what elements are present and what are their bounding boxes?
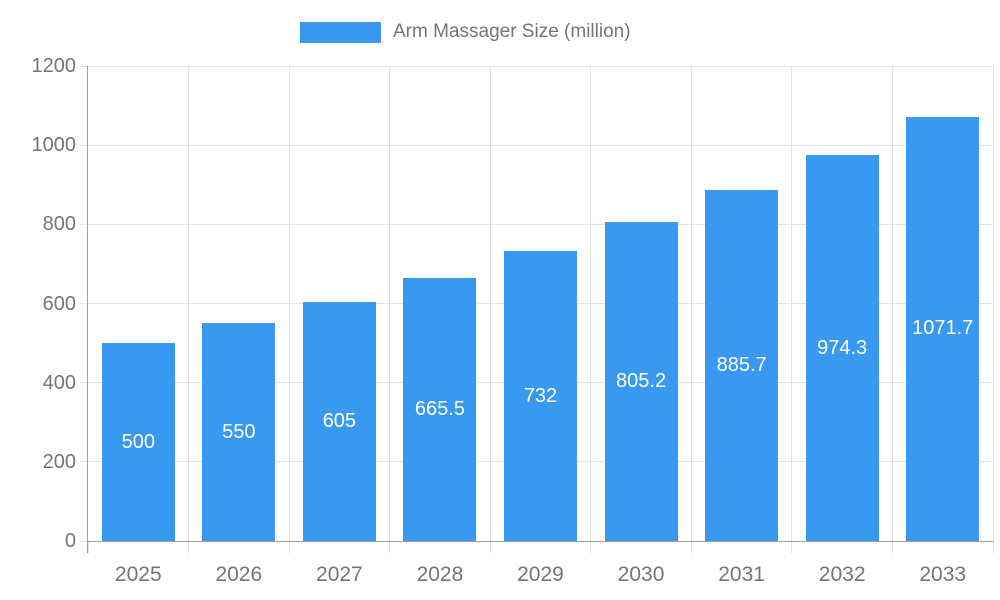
gridline-horizontal — [88, 65, 993, 67]
x-axis-tick-label: 2025 — [114, 563, 162, 586]
legend-label: Arm Massager Size (million) — [393, 21, 631, 42]
gridline-vertical — [992, 66, 994, 541]
bar[interactable]: 885.7 — [705, 190, 779, 541]
y-axis-tick-label: 400 — [42, 371, 76, 394]
x-axis-tick-label: 2026 — [215, 563, 263, 586]
bar[interactable]: 665.5 — [403, 277, 477, 541]
x-axis-tick-label: 2032 — [818, 563, 866, 586]
bar-value-label: 605 — [322, 409, 357, 432]
y-axis-tick-label: 200 — [42, 450, 76, 473]
x-axis-tick-label: 2031 — [718, 563, 765, 586]
bar-value-label: 974.3 — [817, 336, 868, 359]
y-axis-tick-label: 600 — [42, 292, 76, 315]
gridline-vertical — [389, 66, 391, 541]
x-axis-tick — [791, 541, 793, 553]
bar-value-label: 550 — [222, 420, 256, 443]
bar[interactable]: 500 — [101, 343, 175, 541]
y-axis-line — [87, 66, 88, 553]
gridline-vertical — [891, 66, 893, 541]
y-axis-tick-label: 1200 — [31, 55, 77, 77]
x-axis-tick — [992, 541, 994, 553]
x-axis-tick — [690, 541, 692, 553]
bar-value-label: 665.5 — [414, 397, 465, 420]
gridline-vertical — [288, 66, 290, 541]
x-axis-tick — [188, 541, 190, 553]
x-axis-tick — [891, 541, 893, 553]
y-axis-tick-label: 0 — [64, 530, 76, 552]
gridline-horizontal — [88, 223, 993, 225]
bar[interactable]: 605 — [302, 301, 376, 541]
y-axis-tick-label: 1000 — [31, 134, 77, 157]
x-axis-tick-label: 2028 — [416, 563, 464, 586]
y-axis-tick — [80, 540, 88, 542]
gridline-vertical — [489, 66, 491, 541]
gridline-vertical — [188, 66, 190, 541]
y-axis-tick — [80, 461, 88, 463]
x-axis-tick-label: 2027 — [316, 563, 363, 586]
y-axis-tick — [80, 303, 88, 304]
bar-value-label: 732 — [523, 384, 558, 407]
bar[interactable]: 974.3 — [805, 155, 879, 541]
x-axis-tick — [590, 541, 592, 553]
y-axis-tick — [80, 144, 88, 146]
x-axis-line — [88, 541, 993, 542]
legend-item[interactable]: Arm Massager Size (million) — [300, 21, 631, 43]
x-axis-tick — [389, 541, 391, 553]
y-axis-tick-label: 800 — [42, 213, 76, 236]
bar-value-label: 885.7 — [716, 354, 767, 377]
bar-value-label: 500 — [121, 430, 155, 453]
x-axis-tick-label: 2030 — [617, 563, 665, 586]
y-axis-tick — [80, 382, 88, 384]
x-axis-tick-label: 2029 — [517, 563, 564, 586]
legend-swatch — [300, 21, 381, 43]
y-axis-tick — [80, 65, 88, 67]
gridline-vertical — [690, 66, 692, 541]
x-axis-tick-label: 2033 — [919, 563, 967, 586]
x-axis-tick — [87, 541, 89, 553]
gridline-vertical — [590, 66, 592, 541]
y-axis-tick — [80, 223, 88, 225]
bar[interactable]: 732 — [504, 251, 577, 541]
gridline-horizontal — [88, 144, 993, 146]
bar[interactable]: 1071.7 — [906, 116, 980, 541]
bar[interactable]: 805.2 — [604, 222, 678, 541]
gridline-vertical — [791, 66, 793, 541]
x-axis-tick — [288, 541, 290, 553]
bar[interactable]: 550 — [202, 323, 276, 541]
bar-value-label: 1071.7 — [912, 317, 974, 340]
bar-value-label: 805.2 — [616, 370, 667, 393]
x-axis-tick — [489, 541, 491, 553]
